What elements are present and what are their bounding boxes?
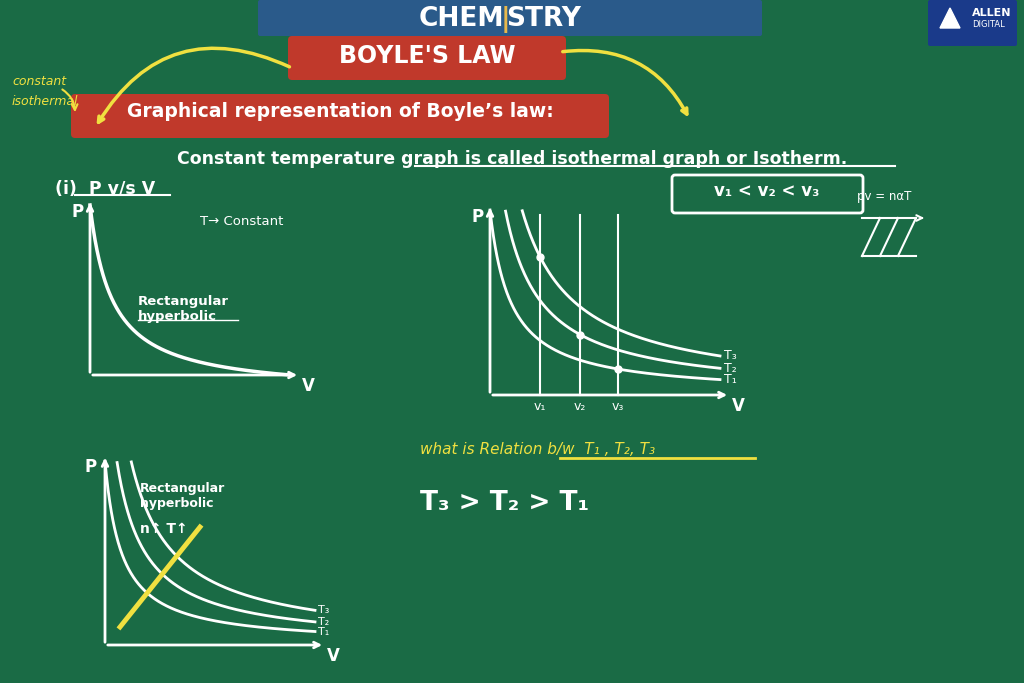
Text: constant: constant (12, 75, 67, 88)
Text: V: V (302, 377, 314, 395)
FancyBboxPatch shape (258, 0, 762, 36)
Text: v₃: v₃ (611, 400, 625, 413)
Text: Rectangular
hyperbolic: Rectangular hyperbolic (138, 295, 229, 323)
Text: v₂: v₂ (573, 400, 586, 413)
Text: n↑ T↑: n↑ T↑ (140, 522, 187, 536)
Text: T₁: T₁ (724, 373, 736, 386)
Text: what is Relation b/w  T₁ , T₂, T₃: what is Relation b/w T₁ , T₂, T₃ (420, 442, 655, 457)
Text: V: V (732, 397, 744, 415)
Text: T→ Constant: T→ Constant (200, 215, 284, 228)
Text: v₁ < v₂ < v₃: v₁ < v₂ < v₃ (715, 182, 819, 200)
Text: STRY: STRY (506, 6, 581, 32)
Text: P: P (72, 203, 84, 221)
FancyBboxPatch shape (288, 36, 566, 80)
Text: pv = nαT: pv = nαT (857, 190, 911, 203)
Polygon shape (940, 8, 961, 28)
Text: BOYLE'S LAW: BOYLE'S LAW (339, 44, 515, 68)
Text: T₃: T₃ (318, 605, 330, 615)
Text: V: V (327, 647, 340, 665)
Text: T₃ > T₂ > T₁: T₃ > T₂ > T₁ (420, 490, 589, 516)
Text: isothermal: isothermal (12, 95, 79, 108)
FancyBboxPatch shape (928, 0, 1017, 46)
Text: T₂: T₂ (318, 617, 330, 627)
Text: T₃: T₃ (724, 350, 736, 363)
Text: P: P (472, 208, 484, 226)
FancyBboxPatch shape (71, 94, 609, 138)
Text: |: | (500, 6, 510, 33)
Text: CHEM: CHEM (419, 6, 504, 32)
Text: ALLEN: ALLEN (972, 8, 1012, 18)
Text: v₁: v₁ (534, 400, 546, 413)
Text: (i)  P v/s V: (i) P v/s V (55, 180, 156, 198)
Text: P: P (85, 458, 97, 476)
Text: Constant temperature graph is called isothermal graph or Isotherm.: Constant temperature graph is called iso… (177, 150, 847, 168)
Text: T₂: T₂ (724, 362, 736, 375)
Text: Graphical representation of Boyle’s law:: Graphical representation of Boyle’s law: (127, 102, 553, 121)
Text: T₁: T₁ (318, 626, 330, 637)
Text: DIGITAL: DIGITAL (972, 20, 1005, 29)
Text: Rectangular
hyperbolic: Rectangular hyperbolic (140, 482, 225, 510)
